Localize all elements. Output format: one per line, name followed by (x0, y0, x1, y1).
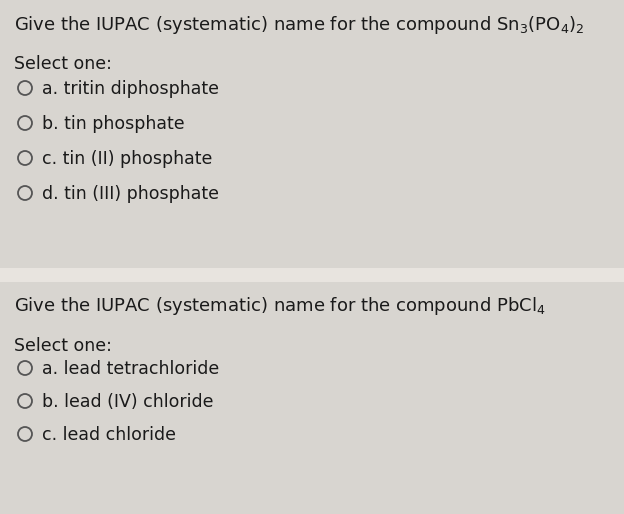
Text: Give the IUPAC (systematic) name for the compound PbCl$_4$: Give the IUPAC (systematic) name for the… (14, 295, 546, 317)
Text: c. tin (II) phosphate: c. tin (II) phosphate (42, 150, 212, 168)
FancyBboxPatch shape (0, 268, 624, 282)
Text: Give the IUPAC (systematic) name for the compound Sn$_3$(PO$_4$)$_2$: Give the IUPAC (systematic) name for the… (14, 14, 585, 36)
Text: Select one:: Select one: (14, 337, 112, 355)
Text: b. lead (IV) chloride: b. lead (IV) chloride (42, 393, 213, 411)
Text: a. tritin diphosphate: a. tritin diphosphate (42, 80, 219, 98)
FancyBboxPatch shape (0, 282, 624, 514)
Text: Select one:: Select one: (14, 55, 112, 73)
Text: b. tin phosphate: b. tin phosphate (42, 115, 185, 133)
Text: a. lead tetrachloride: a. lead tetrachloride (42, 360, 219, 378)
Text: d. tin (III) phosphate: d. tin (III) phosphate (42, 185, 219, 203)
Text: c. lead chloride: c. lead chloride (42, 426, 176, 444)
FancyBboxPatch shape (0, 0, 624, 268)
